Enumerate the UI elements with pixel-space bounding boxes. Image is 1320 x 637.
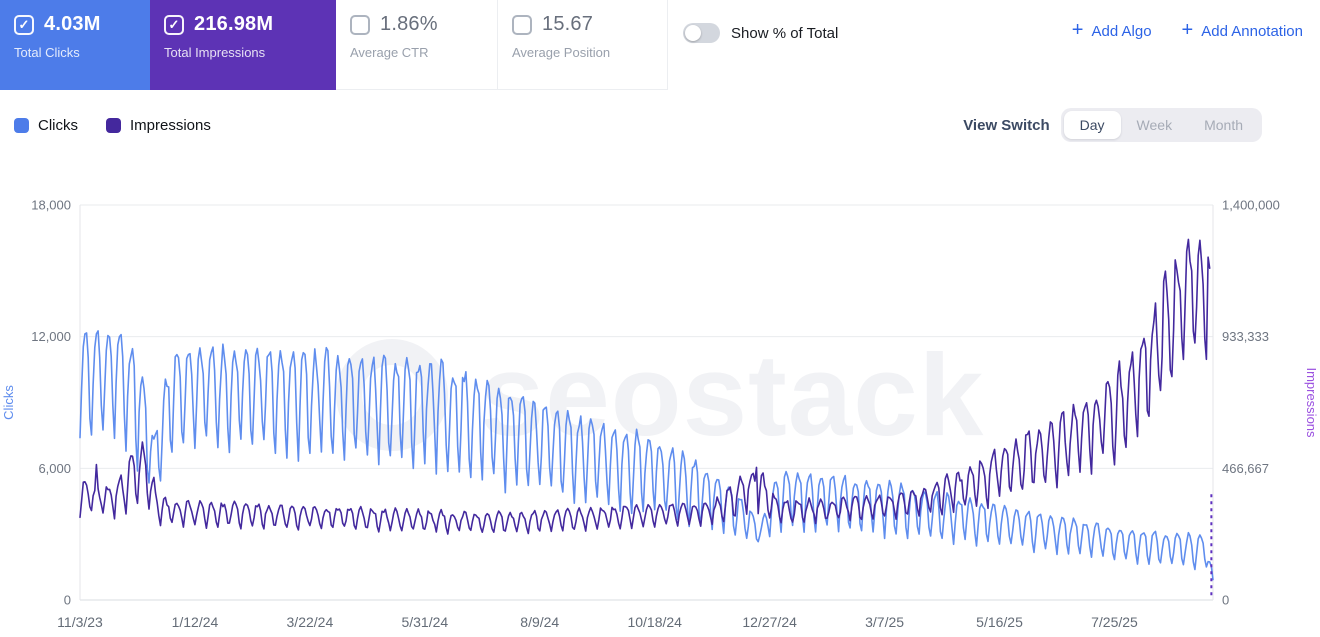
impressions-swatch: [106, 118, 121, 133]
card-row: ✓ 1.86%: [350, 13, 485, 36]
legend-item-clicks[interactable]: Clicks: [14, 117, 78, 134]
plus-icon: +: [1071, 19, 1084, 41]
header-actions: + Add Algo + Add Annotation: [1071, 19, 1303, 41]
average-ctr-value: 1.86%: [380, 13, 438, 35]
svg-text:3/22/24: 3/22/24: [287, 614, 334, 630]
svg-text:12,000: 12,000: [31, 329, 71, 344]
svg-text:1/12/24: 1/12/24: [172, 614, 219, 630]
view-switch-label: View Switch: [963, 116, 1050, 134]
chart-legend: Clicks Impressions: [14, 117, 211, 134]
total-impressions-checkbox[interactable]: ✓: [164, 14, 184, 35]
svg-text:0: 0: [1222, 593, 1229, 608]
add-annotation-button[interactable]: + Add Annotation: [1181, 19, 1303, 41]
view-switch-segmented-control: Day Week Month: [1060, 108, 1262, 142]
impressions-legend-label: Impressions: [130, 117, 211, 134]
svg-text:933,333: 933,333: [1222, 329, 1269, 344]
total-clicks-label: Total Clicks: [14, 45, 80, 60]
add-algo-label: Add Algo: [1091, 22, 1152, 40]
clicks-swatch: [14, 118, 29, 133]
check-icon: ✓: [18, 17, 30, 32]
total-clicks-checkbox[interactable]: ✓: [14, 14, 34, 35]
average-ctr-label: Average CTR: [350, 45, 429, 60]
svg-text:18,000: 18,000: [31, 198, 71, 213]
svg-text:Clicks: Clicks: [1, 385, 16, 420]
average-position-value: 15.67: [542, 13, 594, 35]
traffic-chart-area: seostack 0 6,000 12,000 18,000 0 466,667 933,3…: [0, 189, 1320, 637]
svg-text:3/7/25: 3/7/25: [865, 614, 904, 630]
average-position-checkbox[interactable]: ✓: [512, 14, 532, 35]
show-percent-toggle-group: Show % of Total: [683, 23, 838, 43]
svg-text:12/27/24: 12/27/24: [742, 614, 797, 630]
metric-card-total-impressions[interactable]: ✓ 216.98M Total Impressions: [150, 0, 336, 90]
total-impressions-label: Total Impressions: [164, 45, 266, 60]
svg-text:8/9/24: 8/9/24: [520, 614, 559, 630]
add-algo-button[interactable]: + Add Algo: [1071, 19, 1152, 41]
svg-text:7/25/25: 7/25/25: [1091, 614, 1138, 630]
legend-item-impressions[interactable]: Impressions: [106, 117, 211, 134]
total-clicks-value: 4.03M: [44, 13, 101, 35]
svg-text:466,667: 466,667: [1222, 461, 1269, 476]
view-switch-day[interactable]: Day: [1063, 111, 1121, 139]
card-row: ✓ 15.67: [512, 13, 655, 36]
view-switch-month[interactable]: Month: [1188, 111, 1259, 139]
view-switch-week[interactable]: Week: [1121, 111, 1189, 139]
svg-text:10/18/24: 10/18/24: [627, 614, 682, 630]
plus-icon: +: [1181, 19, 1194, 41]
show-percent-label: Show % of Total: [731, 24, 839, 42]
card-row: ✓ 4.03M: [14, 13, 138, 36]
clicks-impressions-line-chart[interactable]: 0 6,000 12,000 18,000 0 466,667 933,333 1,400,0…: [0, 189, 1320, 637]
metric-cards: ✓ 4.03M Total Clicks ✓ 216.98M Total Imp…: [0, 0, 668, 90]
svg-text:0: 0: [64, 593, 71, 608]
show-percent-toggle[interactable]: [683, 23, 720, 43]
svg-text:Impressions: Impressions: [1304, 367, 1319, 438]
clicks-legend-label: Clicks: [38, 117, 78, 134]
svg-text:6,000: 6,000: [38, 461, 71, 476]
metric-card-total-clicks[interactable]: ✓ 4.03M Total Clicks: [0, 0, 150, 90]
check-icon: ✓: [168, 17, 180, 32]
metric-card-average-ctr[interactable]: ✓ 1.86% Average CTR: [336, 0, 498, 90]
add-annotation-label: Add Annotation: [1201, 22, 1303, 40]
svg-text:1,400,000: 1,400,000: [1222, 198, 1280, 213]
average-position-label: Average Position: [512, 45, 611, 60]
toggle-knob: [685, 25, 701, 41]
metric-card-average-position[interactable]: ✓ 15.67 Average Position: [498, 0, 668, 90]
average-ctr-checkbox[interactable]: ✓: [350, 14, 370, 35]
card-row: ✓ 216.98M: [164, 13, 324, 36]
svg-text:11/3/23: 11/3/23: [57, 614, 103, 630]
svg-text:5/16/25: 5/16/25: [976, 614, 1023, 630]
total-impressions-value: 216.98M: [194, 13, 274, 35]
svg-text:5/31/24: 5/31/24: [401, 614, 448, 630]
view-switch: View Switch Day Week Month: [963, 108, 1262, 142]
